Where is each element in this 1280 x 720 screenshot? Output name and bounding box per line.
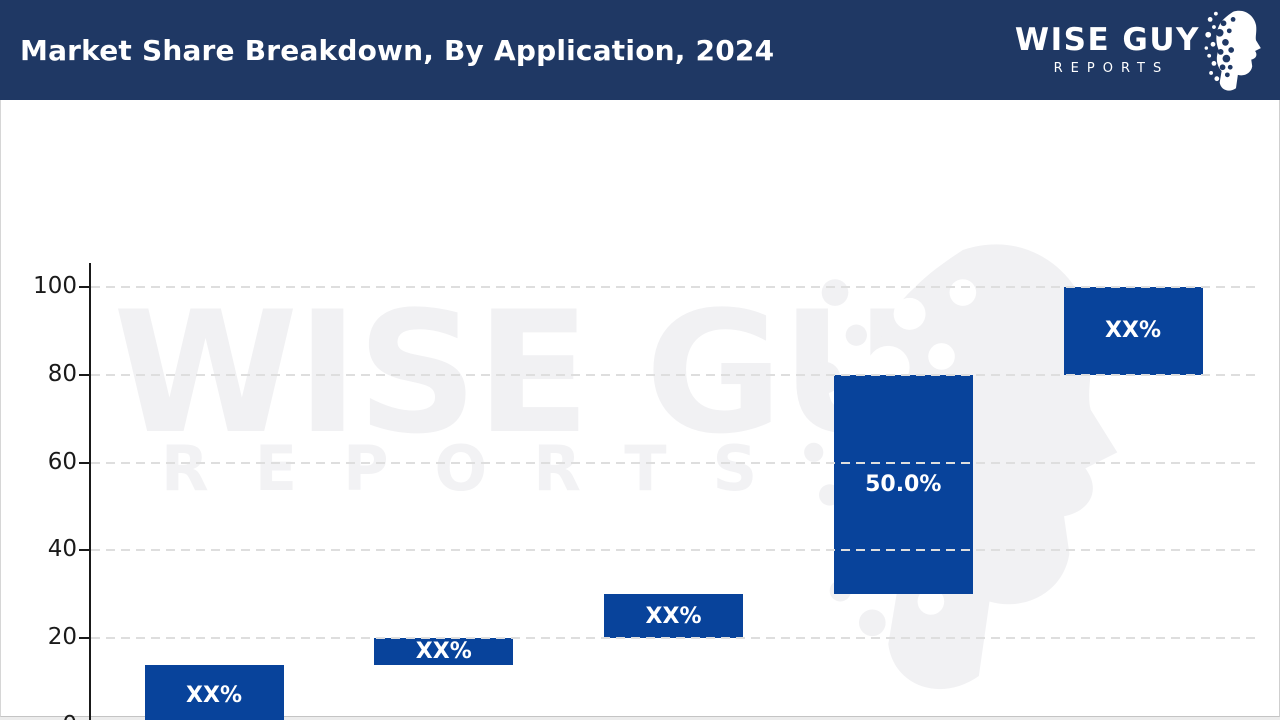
y-tick-label-100: 100 [33,273,77,299]
bar-optoelectronics [1063,287,1203,375]
y-tick-80 [79,373,89,376]
gridline-20 [91,637,1258,640]
y-tick-label-40: 40 [47,536,77,563]
gridline-100 [91,286,1258,288]
bar-value-label-chemicals: XX% [415,638,472,664]
gridline-80 [91,373,1258,376]
y-tick-label-80: 80 [47,360,77,387]
y-tick-20 [79,637,89,640]
gridline-60 [91,461,1258,464]
bar-value-label-solar-cells: XX% [645,603,702,629]
bar-value-label-optoelectronics: XX% [1105,318,1161,344]
bar-semiconductors [833,374,973,595]
y-tick-label-60: 60 [47,448,77,475]
gridline-40 [91,549,1258,552]
y-tick-label-0: 0 [17,712,77,720]
head-profile-icon [1204,10,1261,91]
brand-logo-text: WISE GUY REPORTS [1014,22,1200,76]
brand-logo: WISE GUY REPORTS [1015,6,1280,94]
y-tick-40 [79,549,89,552]
bar-value-label-leds: XX% [186,682,242,708]
bar-leds [144,664,284,720]
plot-area: XX% XX% XX% 50.0% XX% [89,263,1265,720]
y-tick-100 [79,286,89,288]
bar-value-label-semiconductors: 50.0% [865,472,942,498]
brand-name: WISE GUY [1014,22,1200,58]
chart-card: WISE GUY REPORTS XX%XX%XX%50.0%XX% 0204 [0,100,1280,720]
bar-chemicals [374,638,514,665]
y-tick-60 [79,461,89,464]
bar-solar-cells [604,594,743,639]
y-tick-label-20: 20 [47,624,77,651]
bottom-strip [0,717,1280,720]
brand-subname: REPORTS [1053,61,1170,76]
header-bar: Market Share Breakdown, By Application, … [0,0,1280,100]
watermark-subtext: REPORTS [161,432,804,505]
page-title: Market Share Breakdown, By Application, … [20,33,775,67]
